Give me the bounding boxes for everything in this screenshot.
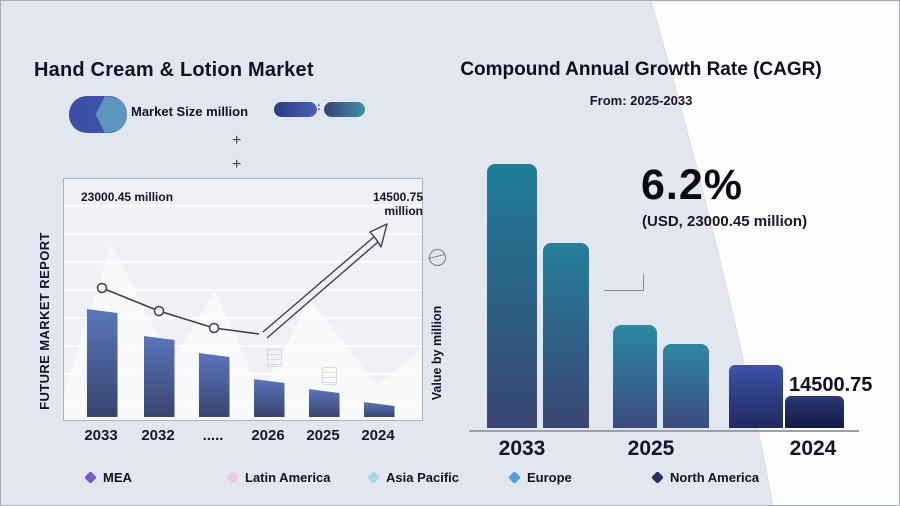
right-bar-2033-1 bbox=[487, 164, 537, 428]
right-bar-2025-2 bbox=[663, 344, 709, 428]
right-x-label-2024: 2024 bbox=[789, 437, 837, 460]
right-chart-subtitle: From: 2025-2033 bbox=[589, 93, 693, 108]
right-chart-baseline bbox=[469, 430, 859, 432]
cagr-value: 6.2% bbox=[641, 161, 744, 209]
clipboard-watermark-icon bbox=[322, 367, 337, 385]
right-x-label-2025: 2025 bbox=[627, 437, 675, 460]
right-bar-2033-2 bbox=[543, 243, 589, 428]
value-axis-label: Value by million bbox=[430, 305, 444, 401]
left-bar-2032 bbox=[143, 336, 175, 417]
left-x-label-2025: 2025 bbox=[306, 427, 340, 444]
left-x-label-2033: 2033 bbox=[84, 427, 118, 444]
legend-item-europe: Europe bbox=[508, 470, 572, 485]
annotation-start-value: 23000.45 million bbox=[81, 190, 174, 204]
circle-minus-icon bbox=[429, 249, 446, 266]
clipboard-watermark-icon bbox=[267, 349, 282, 367]
corner-bracket-deco bbox=[604, 274, 644, 291]
diamond-marker-icon bbox=[651, 471, 664, 484]
right-chart-title: Compound Annual Growth Rate (CAGR) bbox=[460, 59, 822, 80]
left-x-label-2026: 2026 bbox=[251, 427, 285, 444]
future-market-report-label: FUTURE MARKET REPORT bbox=[37, 232, 52, 410]
diamond-marker-icon bbox=[367, 471, 380, 484]
right-x-label-2033: 2033 bbox=[498, 437, 546, 460]
legend-label: Latin America bbox=[245, 470, 331, 485]
ratio-pill-left-icon bbox=[274, 102, 317, 117]
left-bar-2033 bbox=[86, 309, 118, 417]
cagr-detail: (USD, 23000.45 million) bbox=[642, 213, 808, 230]
left-bar-2024 bbox=[363, 402, 395, 417]
legend-item-asia-pacific: Asia Pacific bbox=[367, 470, 459, 485]
plus-mark-icon: + bbox=[232, 156, 242, 173]
left-x-label-2024: 2024 bbox=[361, 427, 395, 444]
diamond-marker-icon bbox=[84, 471, 97, 484]
left-x-label-2032: 2032 bbox=[141, 427, 175, 444]
ratio-separator: : bbox=[317, 101, 321, 113]
annotation-end-value: 14500.75 million bbox=[372, 190, 423, 218]
plus-mark-icon: + bbox=[232, 132, 242, 149]
market-size-pill-icon bbox=[69, 96, 127, 133]
ratio-pill-right-icon bbox=[324, 102, 365, 117]
legend-item-north-america: North America bbox=[651, 470, 760, 485]
left-x-label-.....: ..... bbox=[202, 427, 224, 444]
right-bar-2025-1 bbox=[613, 325, 657, 428]
market-size-label: Market Size million bbox=[131, 104, 249, 119]
left-bar-2026 bbox=[253, 379, 285, 417]
right-bar-2024-2 bbox=[785, 396, 844, 428]
legend-label: Asia Pacific bbox=[386, 470, 459, 485]
right-bar-2024-1 bbox=[729, 365, 783, 428]
bar-annotation-2024: 14500.75 bbox=[789, 374, 873, 396]
diamond-marker-icon bbox=[226, 471, 239, 484]
left-bar-2025 bbox=[308, 389, 340, 417]
left-chart-title: Hand Cream & Lotion Market bbox=[34, 59, 314, 81]
left-bar-..... bbox=[198, 353, 230, 417]
diamond-marker-icon bbox=[508, 471, 521, 484]
legend-item-mea: MEA bbox=[84, 470, 132, 485]
legend-label: Europe bbox=[527, 470, 572, 485]
legend-label: North America bbox=[670, 470, 760, 485]
legend-item-latin-america: Latin America bbox=[226, 470, 331, 485]
legend-label: MEA bbox=[103, 470, 132, 485]
